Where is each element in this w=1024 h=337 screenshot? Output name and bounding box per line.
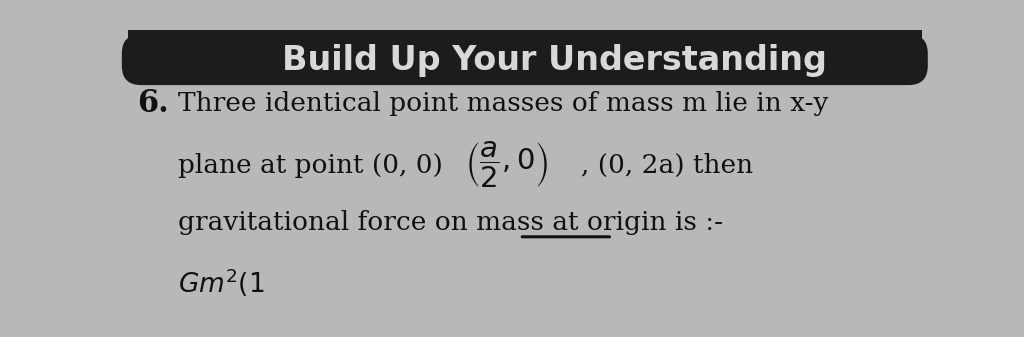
Bar [128, 30, 922, 69]
Text: Build Up Your Understanding: Build Up Your Understanding [282, 44, 826, 77]
Text: plane at point (0, 0): plane at point (0, 0) [178, 153, 443, 178]
FancyBboxPatch shape [122, 34, 928, 85]
Text: $\left(\dfrac{a}{2},0\right)$: $\left(\dfrac{a}{2},0\right)$ [465, 140, 549, 190]
Text: , (0, 2a) then: , (0, 2a) then [582, 153, 754, 178]
Text: gravitational force on mass at origin is :-: gravitational force on mass at origin is… [178, 210, 723, 236]
Text: 6.: 6. [137, 88, 169, 119]
Text: $Gm^2(1$: $Gm^2(1$ [178, 267, 265, 299]
Text: Three identical point masses of mass m lie in x-y: Three identical point masses of mass m l… [178, 91, 828, 116]
